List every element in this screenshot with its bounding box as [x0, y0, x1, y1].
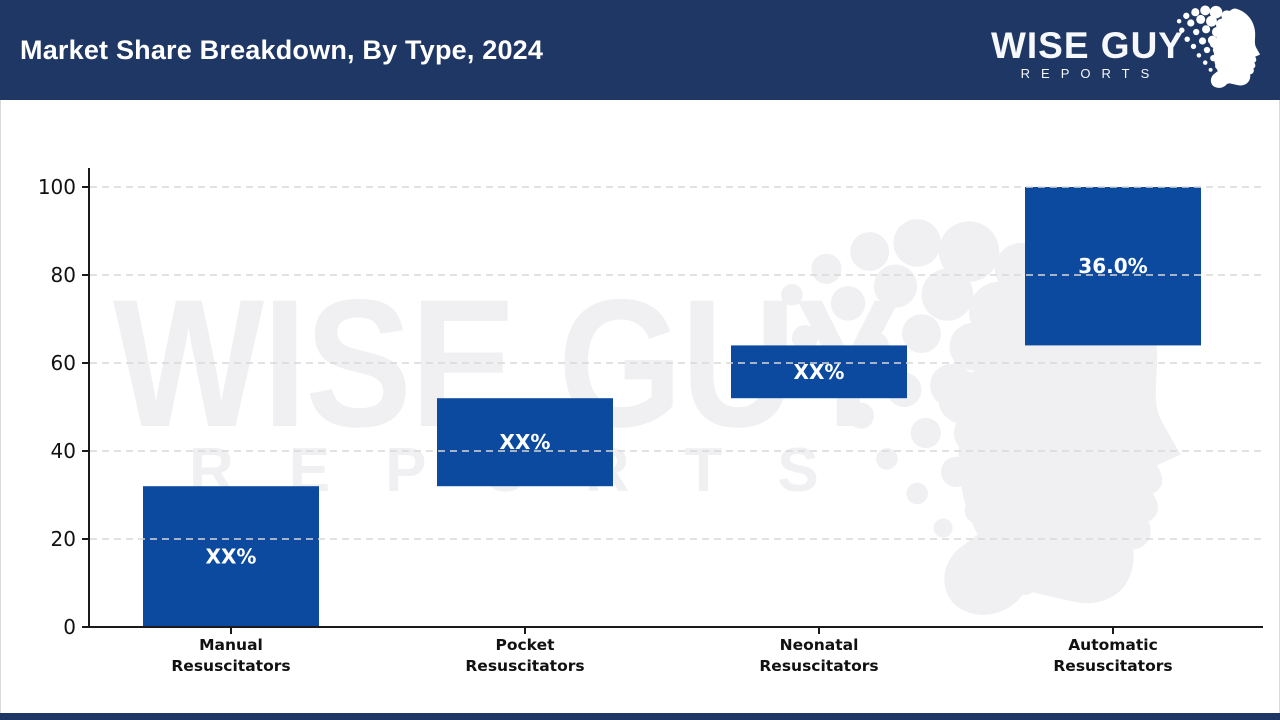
y-tick-label: 80	[51, 263, 76, 287]
x-category-label: Resuscitators	[465, 657, 584, 675]
x-category-label: Automatic	[1068, 636, 1158, 654]
y-tick-label: 20	[51, 527, 76, 551]
chart-area: WISE GUY REPORTS 020406080100XX%XX%XX%36…	[0, 100, 1280, 713]
x-category-label: Manual	[199, 636, 263, 654]
y-tick-label: 100	[38, 175, 76, 199]
wiseguy-face-icon	[1170, 5, 1262, 95]
x-category-label: Neonatal	[780, 636, 859, 654]
y-tick-label: 60	[51, 351, 76, 375]
footer-band	[0, 713, 1280, 720]
logo-wordmark: WISE GUY	[990, 24, 1184, 66]
x-category-label: Resuscitators	[759, 657, 878, 675]
bar-value-label: XX%	[500, 430, 551, 454]
x-category-label: Resuscitators	[1053, 657, 1172, 675]
header-band: Market Share Breakdown, By Type, 2024 WI…	[0, 0, 1280, 100]
logo-subtext: REPORTS	[1020, 65, 1161, 81]
bar-value-label: XX%	[206, 545, 257, 569]
bar-segment	[143, 486, 319, 627]
bar-value-label: 36.0%	[1078, 254, 1147, 278]
y-tick-label: 0	[63, 615, 76, 639]
y-tick-label: 40	[51, 439, 76, 463]
bar-segment	[731, 345, 907, 399]
wiseguy-logo: WISE GUY REPORTS	[991, 5, 1262, 95]
x-category-label: Pocket	[495, 636, 555, 654]
x-category-label: Resuscitators	[171, 657, 290, 675]
bar-segment	[437, 398, 613, 487]
bar-segment	[1025, 187, 1201, 346]
waterfall-chart: 0 20 40 60 80 100 XX% XX% XX% 36.0% Manual Resuscit…	[38, 168, 1263, 675]
bar-value-label: XX%	[794, 360, 845, 384]
chart-title: Market Share Breakdown, By Type, 2024	[20, 34, 544, 65]
